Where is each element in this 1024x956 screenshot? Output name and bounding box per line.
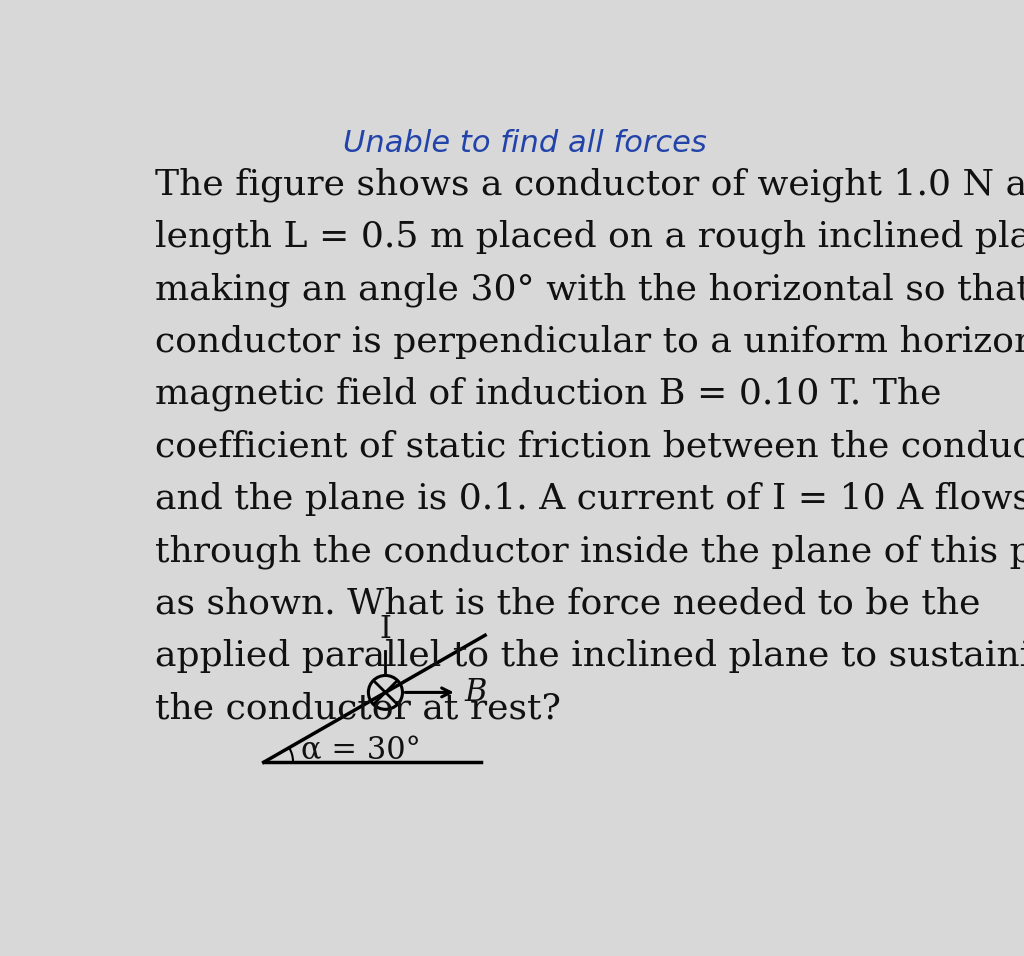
Text: magnetic field of induction B = 0.10 T. The: magnetic field of induction B = 0.10 T. … [155, 377, 942, 411]
Text: the conductor at rest?: the conductor at rest? [155, 691, 561, 726]
Text: Unable to find all forces: Unable to find all forces [343, 129, 707, 159]
Text: as shown. What is the force needed to be the: as shown. What is the force needed to be… [155, 587, 981, 620]
Text: α = 30°: α = 30° [301, 735, 421, 767]
Text: B: B [465, 677, 486, 707]
Text: and the plane is 0.1. A current of I = 10 A flows: and the plane is 0.1. A current of I = 1… [155, 482, 1024, 516]
Text: making an angle 30° with the horizontal so that: making an angle 30° with the horizontal … [155, 272, 1024, 307]
Text: through the conductor inside the plane of this paper: through the conductor inside the plane o… [155, 534, 1024, 569]
Text: conductor is perpendicular to a uniform horizontal: conductor is perpendicular to a uniform … [155, 325, 1024, 358]
Text: length L = 0.5 m placed on a rough inclined plane: length L = 0.5 m placed on a rough incli… [155, 220, 1024, 254]
Text: applied parallel to the inclined plane to sustaining: applied parallel to the inclined plane t… [155, 639, 1024, 673]
Text: I: I [380, 614, 391, 644]
Text: The figure shows a conductor of weight 1.0 N and: The figure shows a conductor of weight 1… [155, 167, 1024, 202]
Text: coefficient of static friction between the conductor: coefficient of static friction between t… [155, 429, 1024, 464]
